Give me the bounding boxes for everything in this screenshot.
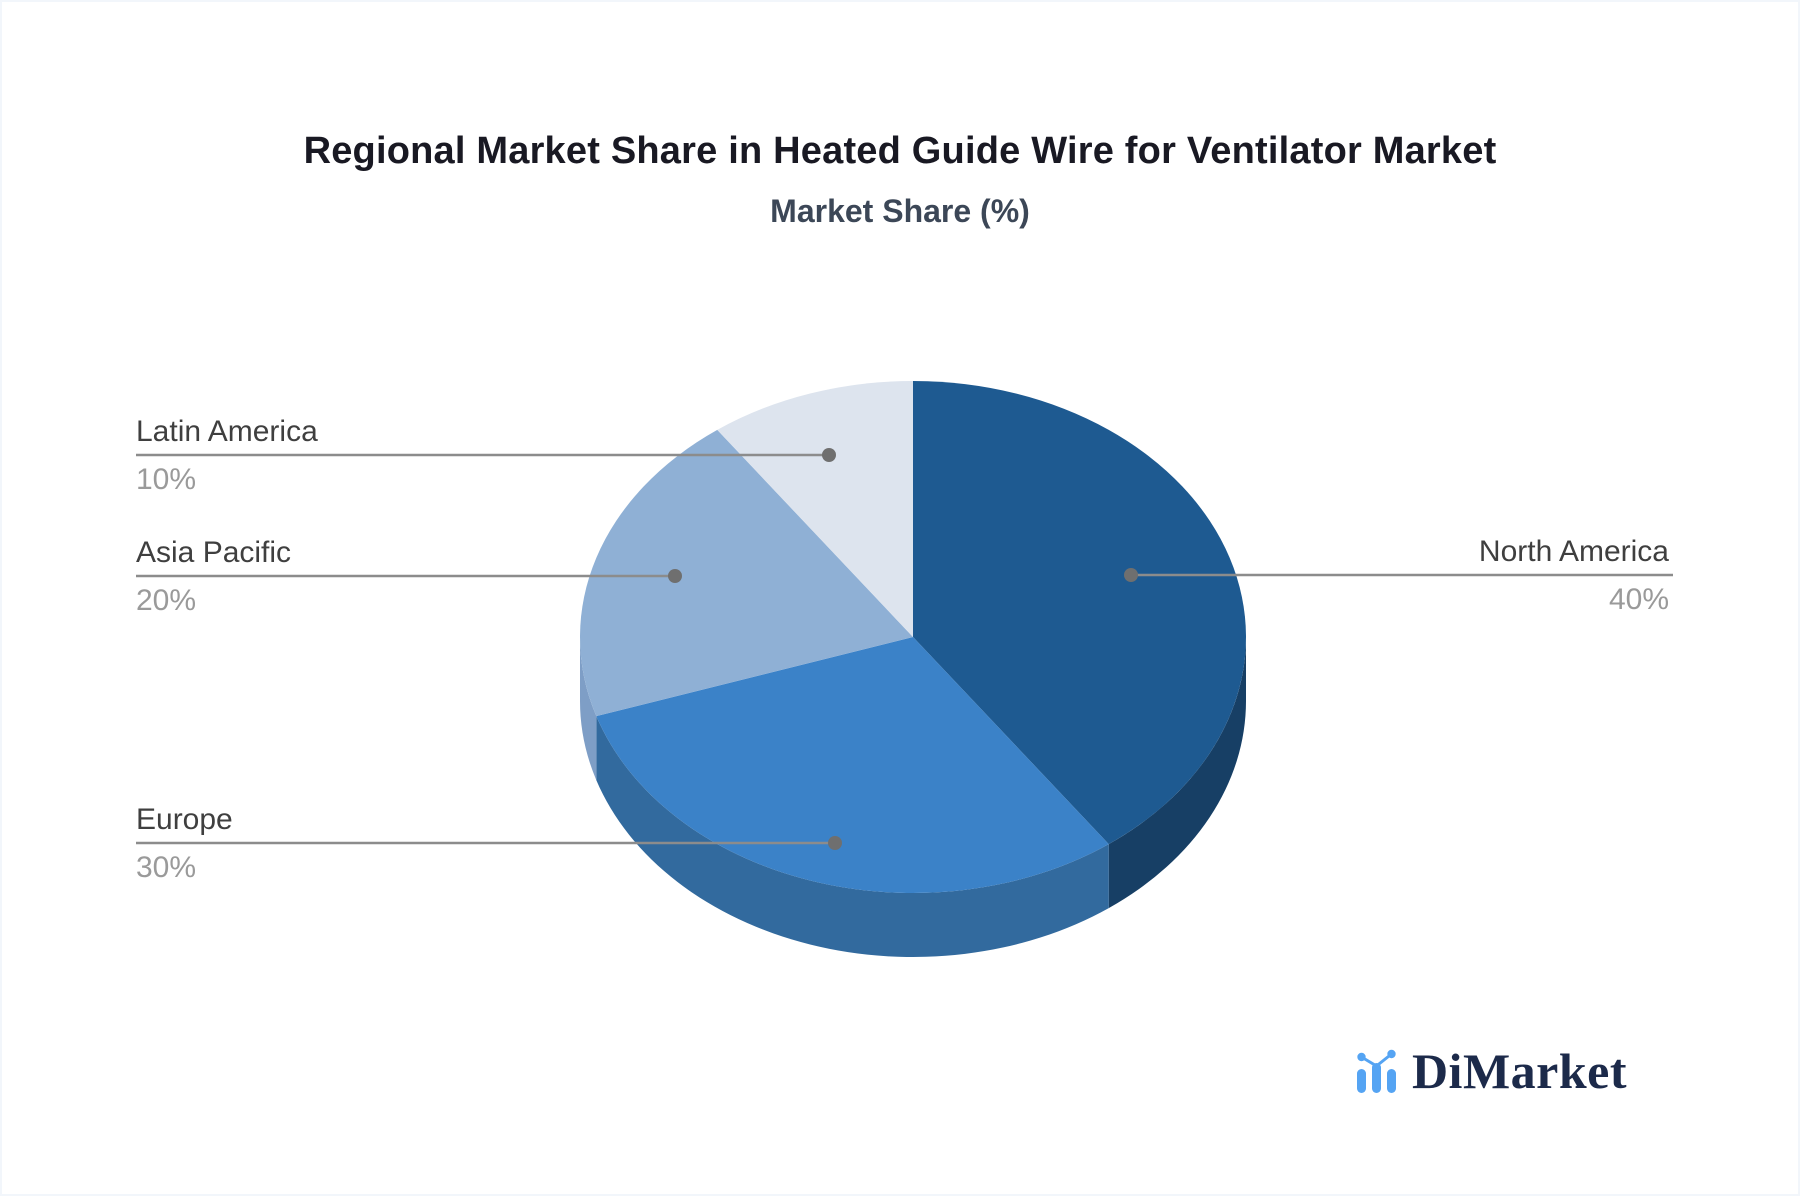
pie-value-latin-america: 10% bbox=[136, 463, 197, 496]
pie-label-north-america: North America bbox=[1478, 535, 1669, 568]
pie-value-europe: 30% bbox=[136, 851, 197, 884]
brand-name: DiMarket bbox=[1411, 1043, 1627, 1099]
pie-label-europe: Europe bbox=[136, 803, 233, 836]
pie-value-asia-pacific: 20% bbox=[136, 584, 197, 617]
chart-subtitle: Market Share (%) bbox=[770, 193, 1030, 229]
chart-title: Regional Market Share in Heated Guide Wi… bbox=[303, 130, 1497, 172]
bar-line-chart-icon bbox=[1356, 1049, 1396, 1093]
brand-watermark: DiMarket bbox=[1356, 1042, 1627, 1100]
pie-label-asia-pacific: Asia Pacific bbox=[136, 536, 292, 569]
pie-value-north-america: 40% bbox=[1608, 583, 1669, 616]
pie-label-latin-america: Latin America bbox=[136, 415, 318, 448]
